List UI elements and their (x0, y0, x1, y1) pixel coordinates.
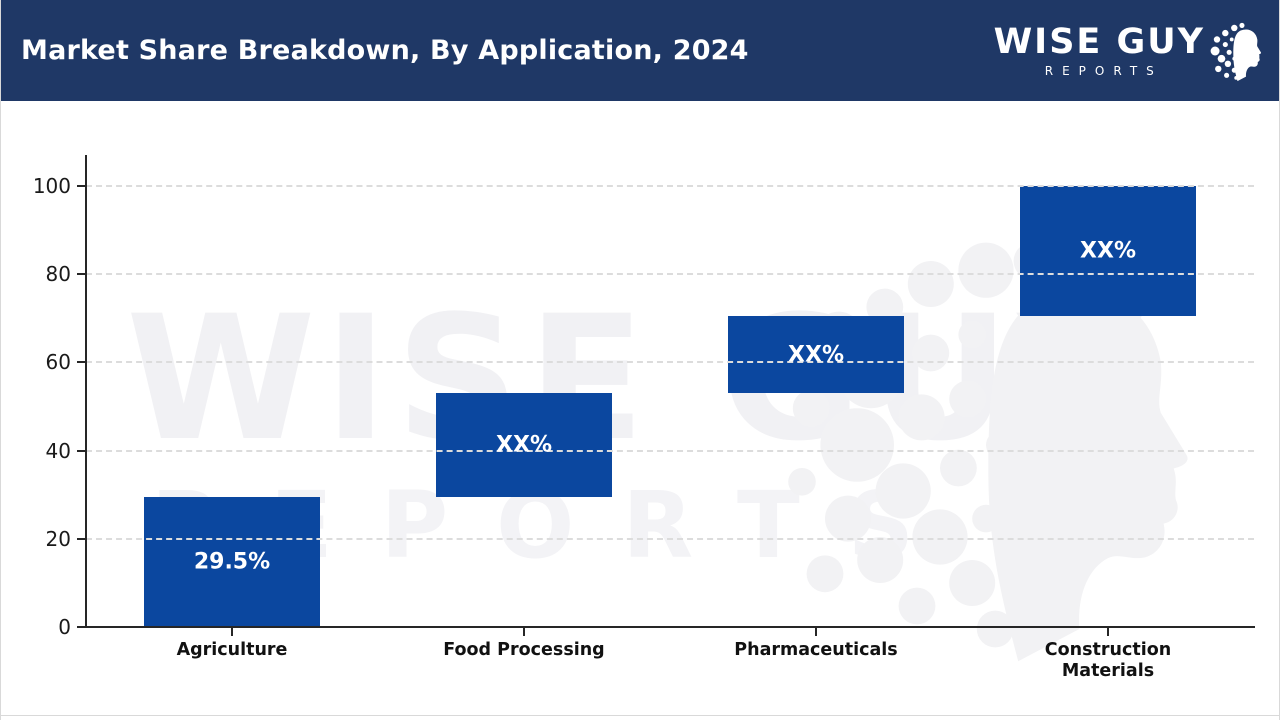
category-label: Construction Materials (1044, 640, 1172, 681)
y-tick-label: 80 (45, 262, 71, 287)
logo-primary-text: WISE GUY (993, 21, 1205, 62)
y-tick-label: 60 (45, 350, 71, 375)
y-tick (77, 449, 85, 452)
x-tick (1107, 628, 1109, 636)
logo-face-icon (1210, 22, 1262, 81)
y-tick-label: 40 (45, 438, 71, 463)
x-axis-line (85, 626, 1255, 628)
gridline (86, 537, 1254, 540)
bar-food-processing (436, 393, 612, 497)
gridline (86, 185, 1254, 187)
y-tick-label: 20 (45, 526, 71, 551)
gridline (86, 361, 1254, 364)
gridline (86, 449, 1254, 452)
x-tick (815, 628, 817, 636)
bar-value-label: XX% (1080, 238, 1136, 264)
watermark-text-line1: WISE GUY (126, 278, 1151, 479)
bar-value-label: XX% (788, 342, 844, 368)
category-label: Agriculture (176, 640, 288, 660)
y-tick (77, 273, 85, 276)
y-tick-label: 100 (32, 174, 71, 198)
y-axis-line (85, 155, 87, 628)
x-tick (231, 628, 233, 636)
x-tick (523, 628, 525, 636)
y-tick (77, 537, 85, 540)
y-tick (77, 185, 85, 187)
bar-pharmaceuticals (728, 316, 904, 394)
y-tick-label: 0 (58, 615, 71, 639)
bar-construction-materials (1020, 186, 1196, 317)
y-tick (77, 361, 85, 364)
category-label: Food Processing (443, 640, 605, 660)
category-label: Pharmaceuticals (734, 640, 898, 660)
logo-secondary-text: REPORTS (1044, 63, 1163, 78)
page-title: Market Share Breakdown, By Application, … (21, 35, 749, 66)
bar-agriculture (144, 496, 320, 627)
bottom-divider (1, 715, 1279, 716)
header: Market Share Breakdown, By Application, … (1, 0, 1279, 101)
gridline (86, 273, 1254, 276)
bar-value-label: XX% (496, 432, 552, 458)
bar-value-label: 29.5% (193, 549, 271, 575)
y-tick (77, 626, 85, 628)
wise-guy-logo: WISE GUY REPORTS (994, 10, 1265, 92)
